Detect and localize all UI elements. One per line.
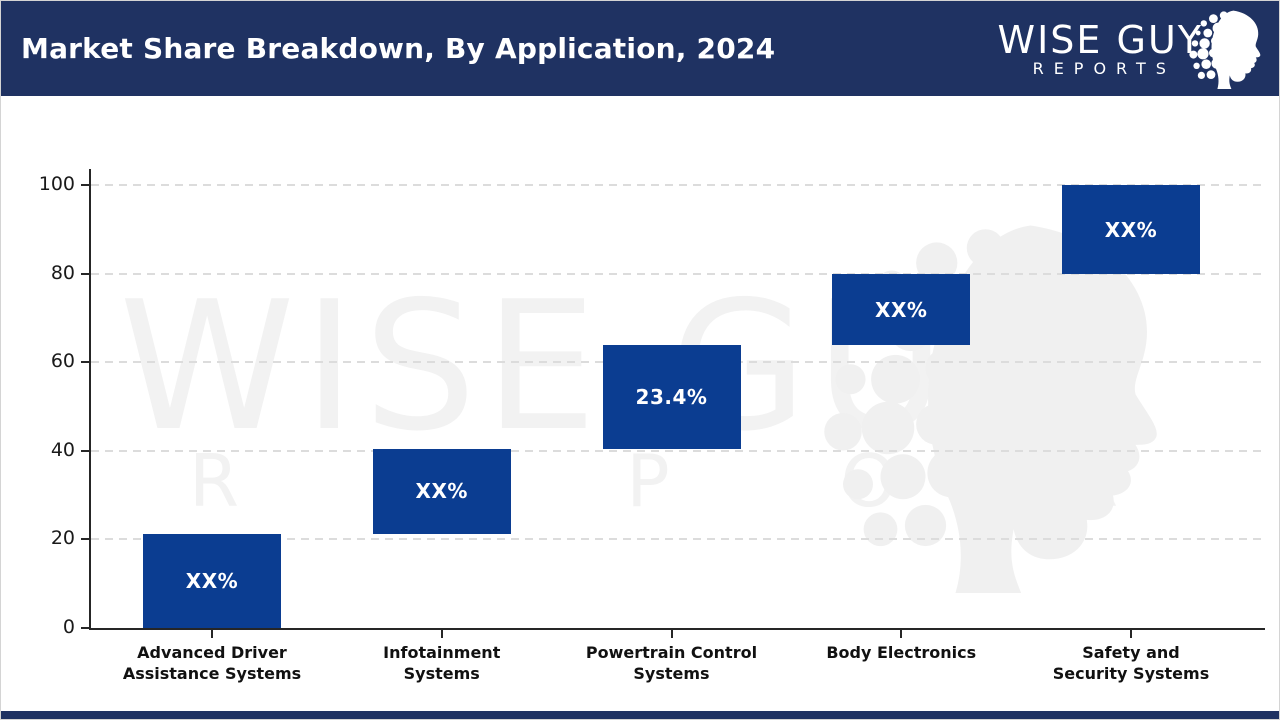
x-axis-tick bbox=[670, 630, 673, 638]
bar-3: 23.4% bbox=[602, 344, 741, 449]
y-axis-tick-label: 0 bbox=[62, 616, 75, 638]
x-axis-category-label: Powertrain Control Systems bbox=[585, 643, 758, 683]
x-axis-category-label: Safety and Security Systems bbox=[1052, 643, 1210, 683]
y-axis-tick-label: 60 bbox=[50, 350, 75, 373]
bar-value-label: XX% bbox=[1104, 217, 1158, 242]
gridline bbox=[91, 449, 1263, 452]
gridline bbox=[91, 272, 1263, 275]
x-axis-tick bbox=[900, 630, 903, 638]
bar-5: XX% bbox=[1062, 185, 1200, 275]
y-axis-tick bbox=[81, 538, 90, 541]
header-bar: Market Share Breakdown, By Application, … bbox=[1, 1, 1279, 96]
bar-value-label: XX% bbox=[415, 479, 468, 504]
gridline bbox=[91, 538, 1263, 541]
y-axis-tick bbox=[81, 272, 90, 275]
bar-value-label: 23.4% bbox=[635, 384, 708, 409]
bar-4: XX% bbox=[832, 274, 971, 345]
x-axis-tick bbox=[1130, 630, 1132, 638]
logo-text: WISE GUY REPORTS bbox=[998, 21, 1203, 77]
footer-bar bbox=[1, 711, 1279, 719]
bar-1: XX% bbox=[143, 533, 281, 628]
y-axis-tick-label: 80 bbox=[50, 261, 75, 284]
y-axis-tick-label: 40 bbox=[50, 438, 75, 461]
x-axis-category-label: Infotainment Systems bbox=[383, 643, 501, 683]
logo-brand-name: WISE GUY bbox=[997, 17, 1203, 62]
logo-brand-subtitle: REPORTS bbox=[1032, 58, 1176, 78]
x-axis-tick bbox=[211, 630, 213, 638]
y-axis-line bbox=[89, 169, 91, 630]
bar-2: XX% bbox=[372, 448, 511, 534]
x-axis-line bbox=[89, 628, 1265, 630]
x-axis-tick bbox=[440, 630, 443, 638]
bar-value-label: XX% bbox=[875, 297, 928, 322]
y-axis-tick bbox=[81, 361, 90, 364]
x-axis-category-label: Body Electronics bbox=[826, 643, 977, 662]
y-axis-tick bbox=[81, 449, 90, 452]
bar-value-label: XX% bbox=[185, 568, 239, 593]
gridline bbox=[91, 184, 1263, 186]
y-axis-tick bbox=[81, 627, 90, 629]
y-axis-tick-label: 100 bbox=[38, 173, 75, 195]
logo-head-icon bbox=[1187, 7, 1267, 91]
x-axis-category-label: Advanced Driver Assistance Systems bbox=[122, 643, 302, 683]
wise-guy-reports-logo: WISE GUY REPORTS bbox=[998, 7, 1267, 91]
y-axis-tick bbox=[81, 184, 90, 186]
chart-title: Market Share Breakdown, By Application, … bbox=[21, 32, 776, 65]
y-axis-tick-label: 20 bbox=[50, 527, 75, 550]
